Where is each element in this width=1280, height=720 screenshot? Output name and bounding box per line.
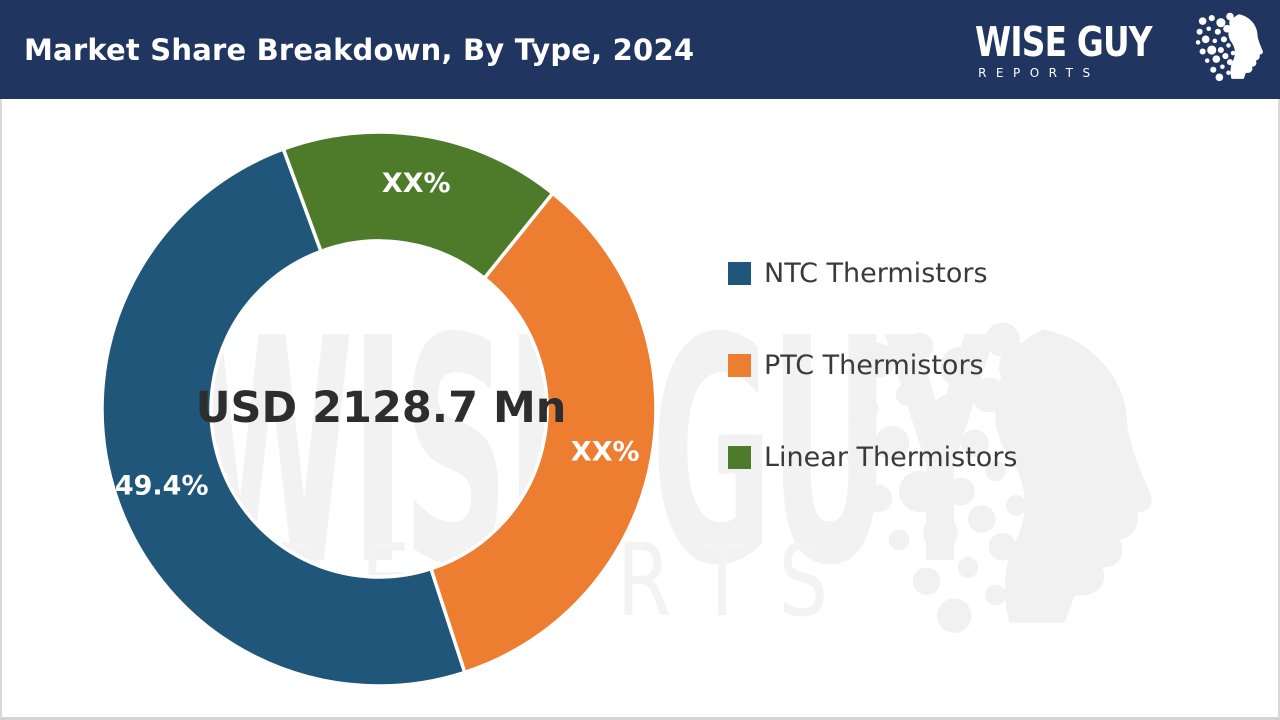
chart-legend: NTC Thermistors PTC Thermistors Linear T… [728, 258, 1017, 473]
wise-guy-logo: WISE GUY REPORTS [975, 4, 1268, 96]
page-title: Market Share Breakdown, By Type, 2024 [24, 32, 695, 67]
legend-label: Linear Thermistors [764, 442, 1018, 473]
dotted-face-icon [1195, 12, 1263, 82]
legend-label: NTC Thermistors [764, 258, 988, 289]
logo-wordmark: WISE GUY [975, 17, 1153, 66]
legend-swatch-ntc [728, 262, 751, 285]
logo-subtitle: REPORTS [978, 65, 1100, 80]
legend-swatch-linear [728, 446, 751, 469]
legend-item-linear: Linear Thermistors [728, 442, 1017, 473]
watermark-subtitle: REPORTS [274, 522, 861, 639]
chart-area: WISE GUY REPORTS [0, 99, 1280, 720]
logo-text: WISE GUY REPORTS [975, 17, 1196, 80]
legend-item-ptc: PTC Thermistors [728, 350, 1017, 381]
chart-center-value: USD 2128.7 Mn [195, 383, 567, 433]
header-bar: Market Share Breakdown, By Type, 2024 WI… [0, 0, 1280, 99]
legend-label: PTC Thermistors [764, 350, 984, 381]
legend-swatch-ptc [728, 354, 751, 377]
legend-item-ntc: NTC Thermistors [728, 258, 1017, 289]
